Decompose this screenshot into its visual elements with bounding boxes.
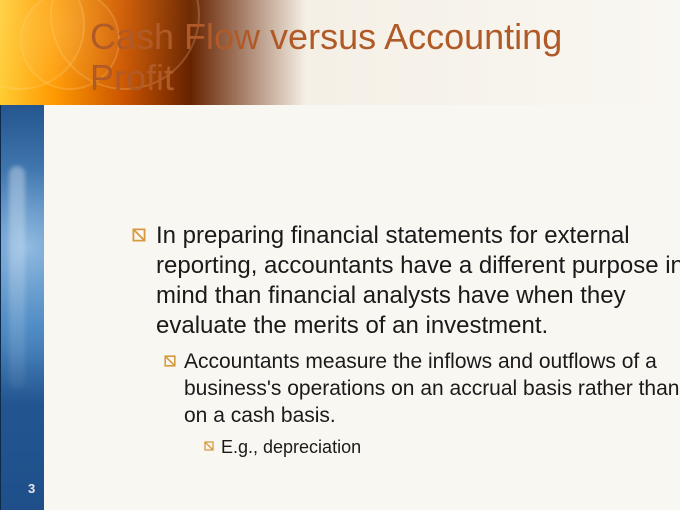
left-decorative-strip — [0, 105, 44, 510]
body-content: In preparing financial statements for ex… — [132, 221, 680, 463]
bullet-level-3: E.g., depreciation — [204, 436, 680, 459]
slide-title: Cash Flow versus Accounting Profit — [90, 16, 650, 99]
bullet-l1-text: In preparing financial statements for ex… — [156, 221, 680, 341]
page-number: 3 — [28, 481, 35, 496]
bullet-icon — [164, 355, 176, 367]
content-area: In preparing financial statements for ex… — [44, 105, 680, 510]
bullet-l3-text: E.g., depreciation — [221, 436, 361, 459]
bullet-level-1: In preparing financial statements for ex… — [132, 221, 680, 341]
bullet-icon — [132, 228, 146, 242]
bullet-l2-text: Accountants measure the inflows and outf… — [184, 349, 680, 430]
slide: In preparing financial statements for ex… — [0, 0, 680, 510]
bullet-icon — [204, 441, 214, 451]
bullet-level-2: Accountants measure the inflows and outf… — [164, 349, 680, 430]
